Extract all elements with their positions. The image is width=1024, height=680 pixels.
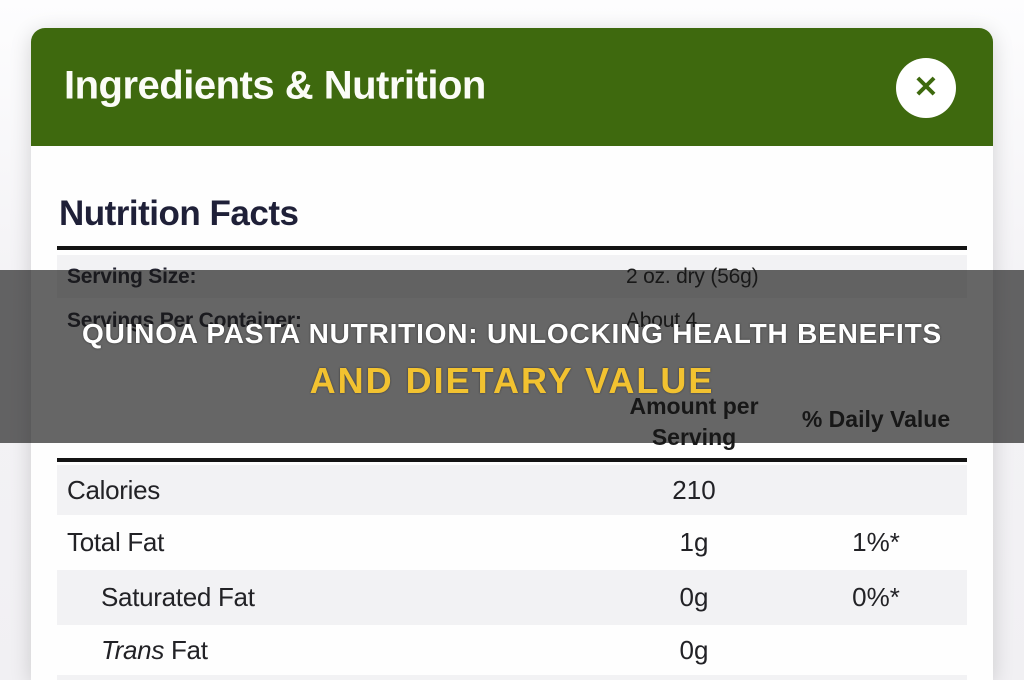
row-label-italic: Trans bbox=[101, 634, 165, 665]
overlay-title-line2: AND DIETARY VALUE bbox=[309, 360, 715, 401]
divider-top bbox=[57, 246, 967, 250]
table-row-trans-fat: Trans Fat 0g bbox=[57, 625, 967, 675]
nutrition-facts-title: Nutrition Facts bbox=[59, 194, 299, 233]
row-amount: 210 bbox=[672, 474, 716, 505]
row-label: Total Fat bbox=[67, 527, 165, 557]
row-daily-value: 0%* bbox=[852, 582, 900, 612]
row-label: Calories bbox=[67, 474, 160, 505]
modal-title: Ingredients & Nutrition bbox=[64, 63, 486, 108]
close-button[interactable]: ✕ bbox=[896, 58, 956, 118]
row-label: Saturated Fat bbox=[101, 582, 255, 612]
row-amount: 1g bbox=[679, 527, 709, 557]
overlay-title-line1: QUINOA PASTA NUTRITION: UNLOCKING HEALTH… bbox=[82, 318, 942, 349]
row-amount: 0g bbox=[679, 582, 709, 612]
table-row-saturated-fat: Saturated Fat 0g 0%* bbox=[57, 570, 967, 625]
row-label-rest: Fat bbox=[164, 634, 208, 665]
table-row-total-fat: Total Fat 1g 1%* bbox=[57, 515, 967, 570]
row-daily-value: 1%* bbox=[852, 527, 900, 557]
table-row-calories: Calories 210 bbox=[57, 465, 967, 515]
title-overlay: QUINOA PASTA NUTRITION: UNLOCKING HEALTH… bbox=[0, 270, 1024, 443]
row-label: Trans Fat bbox=[101, 635, 208, 666]
close-icon: ✕ bbox=[913, 71, 939, 104]
divider-table bbox=[57, 458, 967, 462]
table-row-partial bbox=[57, 675, 967, 680]
modal-header: Ingredients & Nutrition ✕ bbox=[31, 28, 993, 146]
row-amount: 0g bbox=[679, 634, 709, 665]
